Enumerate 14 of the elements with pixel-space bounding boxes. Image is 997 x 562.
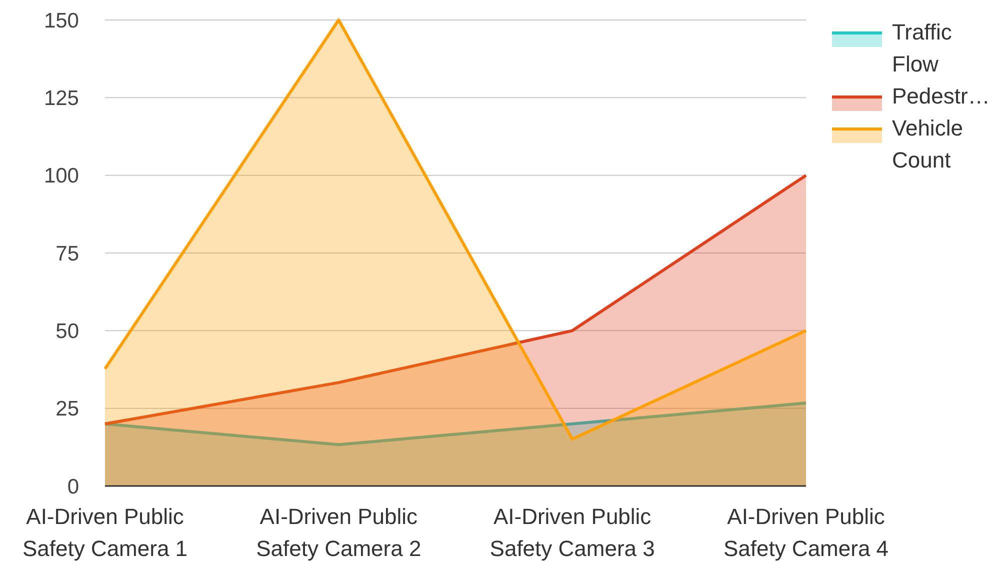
y-tick-label: 150 [44, 9, 79, 32]
legend-label: Pedestr… [892, 84, 990, 109]
x-tick-label: AI-Driven Public Safety Camera 2 [256, 504, 422, 561]
x-tick-label: AI-Driven Public Safety Camera 4 [723, 504, 889, 561]
y-tick-label: 0 [67, 475, 79, 498]
y-tick-label: 50 [56, 320, 79, 344]
x-tick-label: AI-Driven Public Safety Camera 3 [490, 504, 655, 561]
y-tick-label: 125 [44, 87, 79, 110]
legend-label: Traffic Flow [892, 20, 952, 77]
y-tick-label: 100 [44, 164, 79, 188]
y-tick-label: 75 [56, 242, 79, 266]
legend-label: Vehicle Count [892, 116, 963, 173]
y-tick-label: 25 [56, 398, 79, 421]
x-tick-label: AI-Driven Public Safety Camera 1 [22, 504, 188, 561]
